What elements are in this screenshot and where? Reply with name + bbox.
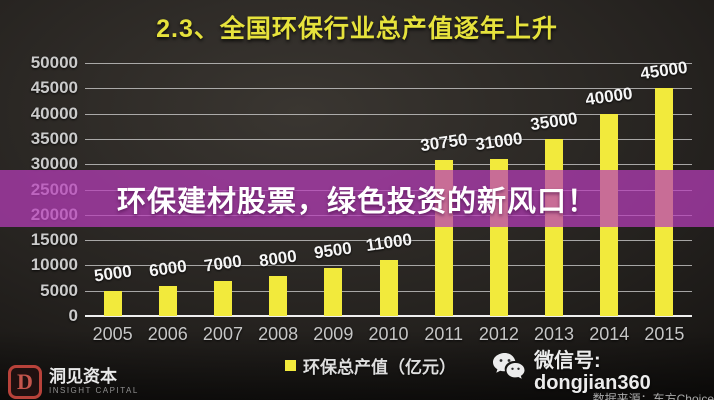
bar-2008 [269,275,288,316]
chart-title: 2.3、全国环保行业总产值逐年上升 [156,15,558,43]
bar-value-label: 30750 [418,130,469,156]
legend-swatch [285,360,296,371]
bar-2010 [379,260,398,316]
bar-value-label: 45000 [639,58,690,84]
bar-value-label: 40000 [584,83,634,109]
data-source: 数据来源：东方Choice [592,392,714,400]
x-axis: 2005 2006 2007 2008 2009 2010 2011 2012 2013 2014… [85,324,692,348]
x-axis-tick-label: 2010 [368,324,409,344]
y-axis-tick-label: 30000 [30,154,78,174]
x-axis-tick-label: 2012 [478,324,519,344]
y-axis-tick-label: 10000 [30,255,78,275]
bar-2009 [324,267,343,316]
wechat-id: 微信号: dongjian360 [534,350,651,394]
gridline [85,138,692,140]
chart-legend: 环保总产值（亿元） [285,353,456,378]
bar-2007 [213,280,232,316]
bar-2005 [103,290,122,316]
gridline [85,63,692,64]
y-axis-tick-label: 15000 [30,230,78,250]
bar-value-label: 31000 [474,128,524,155]
x-axis-baseline [85,315,692,317]
bar-2013 [545,138,564,316]
y-axis-tick-label: 45000 [30,78,78,98]
logo-name: 洞见资本 [49,367,117,386]
logo-d-icon: D [8,365,42,399]
x-axis-tick-label: 2006 [147,324,188,344]
legend-label: 环保总产值（亿元） [303,358,456,377]
bar-value-label: 11000 [364,230,413,256]
y-axis-tick-label: 35000 [30,128,78,148]
overlay-banner: 环保建材股票，绿色投资的新风口！ [0,170,714,227]
x-axis-tick-label: 2015 [644,324,685,344]
y-axis-tick-label: 5000 [40,280,78,300]
y-axis-tick-label: 50000 [30,53,78,72]
x-axis-tick-label: 2009 [313,324,354,344]
wechat-info: 微信号: dongjian360 数据来源：东方Choice [492,350,714,400]
x-axis-tick-label: 2007 [202,324,243,344]
gridline [85,240,692,242]
x-axis-tick-label: 2011 [424,324,464,344]
insight-capital-logo: D 洞见资本 INSIGHT CAPITAL [8,365,139,399]
x-axis-tick-label: 2013 [534,324,575,344]
plot-area: 5000 6000 7000 8000 9500 11000 30750 31000 35000… [85,58,692,317]
logo-subtitle: INSIGHT CAPITAL [49,386,139,395]
gridline [85,164,692,166]
x-axis-tick-label: 2005 [92,324,133,344]
gridline [85,113,692,115]
x-axis-tick-label: 2008 [258,324,299,344]
x-axis-tick-label: 2014 [589,324,630,344]
wechat-icon [492,352,526,385]
bar-2006 [158,285,177,316]
footer: D 洞见资本 INSIGHT CAPITAL 环保总产值（亿元） [0,345,714,400]
banner-text: 环保建材股票，绿色投资的新风口！ [116,185,597,218]
gridline [85,88,692,90]
y-axis-tick-label: 40000 [30,103,78,123]
bar-value-label: 35000 [529,108,579,135]
y-axis-tick-label: 0 [68,306,78,325]
